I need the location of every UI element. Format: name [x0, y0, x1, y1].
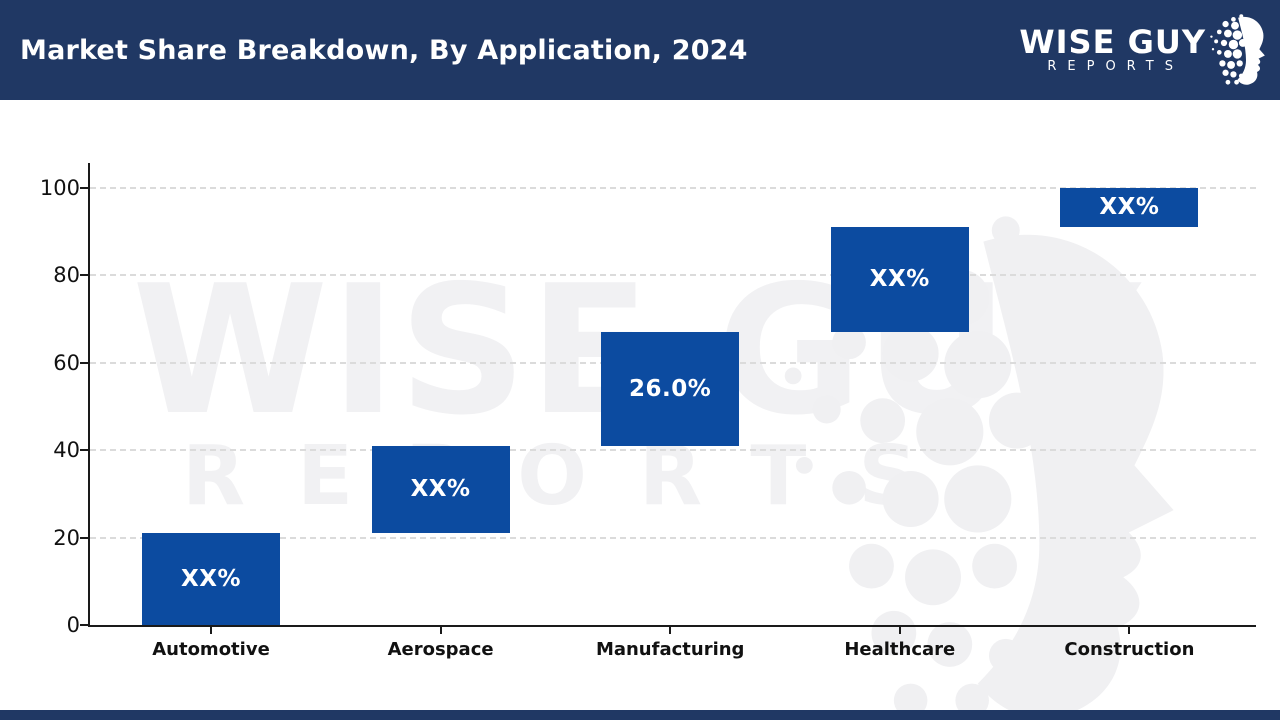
gridline-80	[90, 274, 1256, 276]
brand-wordmark: WISE GUY REPORTS	[1019, 23, 1206, 74]
gridline-100	[90, 186, 1256, 189]
gridline-40	[90, 449, 1256, 451]
bar-value-label: XX%	[869, 266, 930, 293]
y-axis-line	[88, 163, 90, 627]
y-axis-tick-40	[80, 449, 88, 451]
bar-manufacturing: 26.0%	[601, 331, 740, 446]
bar-automotive: XX%	[142, 533, 280, 625]
category-label-manufacturing: Manufacturing	[595, 639, 745, 660]
x-axis-tick-construction	[1128, 627, 1131, 634]
category-label-automotive: Automotive	[152, 639, 270, 660]
x-axis-tick-aerospace	[439, 627, 442, 634]
brand-subtitle: REPORTS	[1047, 58, 1184, 74]
y-axis-tick-60	[80, 361, 88, 364]
x-axis-tick-healthcare	[898, 627, 901, 634]
x-axis-line	[88, 625, 1256, 627]
brand-name: WISE GUY	[1019, 23, 1206, 62]
category-label-healthcare: Healthcare	[844, 639, 956, 660]
y-axis-tick-label-80: 80	[53, 263, 80, 287]
y-axis-tick-0	[80, 624, 88, 626]
bar-value-label: 26.0%	[629, 375, 712, 402]
y-axis-tick-100	[80, 186, 88, 189]
y-axis-tick-label-40: 40	[53, 438, 80, 462]
bar-value-label: XX%	[410, 476, 471, 503]
brand-logo: WISE GUY REPORTS	[1019, 10, 1280, 90]
y-axis-tick-label-60: 60	[53, 350, 80, 375]
bar-healthcare: XX%	[830, 226, 969, 332]
gridline-20	[90, 536, 1256, 539]
bar-aerospace: XX%	[371, 445, 510, 534]
y-axis-tick-80	[80, 274, 88, 276]
page-title: Market Share Breakdown, By Application, …	[20, 34, 748, 66]
face-dots-icon	[1210, 14, 1265, 85]
x-axis-tick-automotive	[210, 627, 212, 634]
y-axis-tick-20	[80, 536, 88, 539]
bar-value-label: XX%	[1099, 194, 1160, 221]
header-band: Market Share Breakdown, By Application, …	[0, 0, 1280, 100]
x-axis-tick-manufacturing	[669, 627, 672, 634]
y-axis-tick-label-20: 20	[53, 525, 80, 550]
bar-construction: XX%	[1060, 187, 1199, 227]
footer-band	[0, 710, 1280, 720]
category-label-aerospace: Aerospace	[387, 639, 494, 660]
y-axis-tick-label-0: 0	[66, 613, 80, 637]
bar-value-label: XX%	[180, 566, 241, 593]
y-axis-tick-label-100: 100	[39, 175, 80, 200]
category-label-construction: Construction	[1064, 639, 1195, 660]
